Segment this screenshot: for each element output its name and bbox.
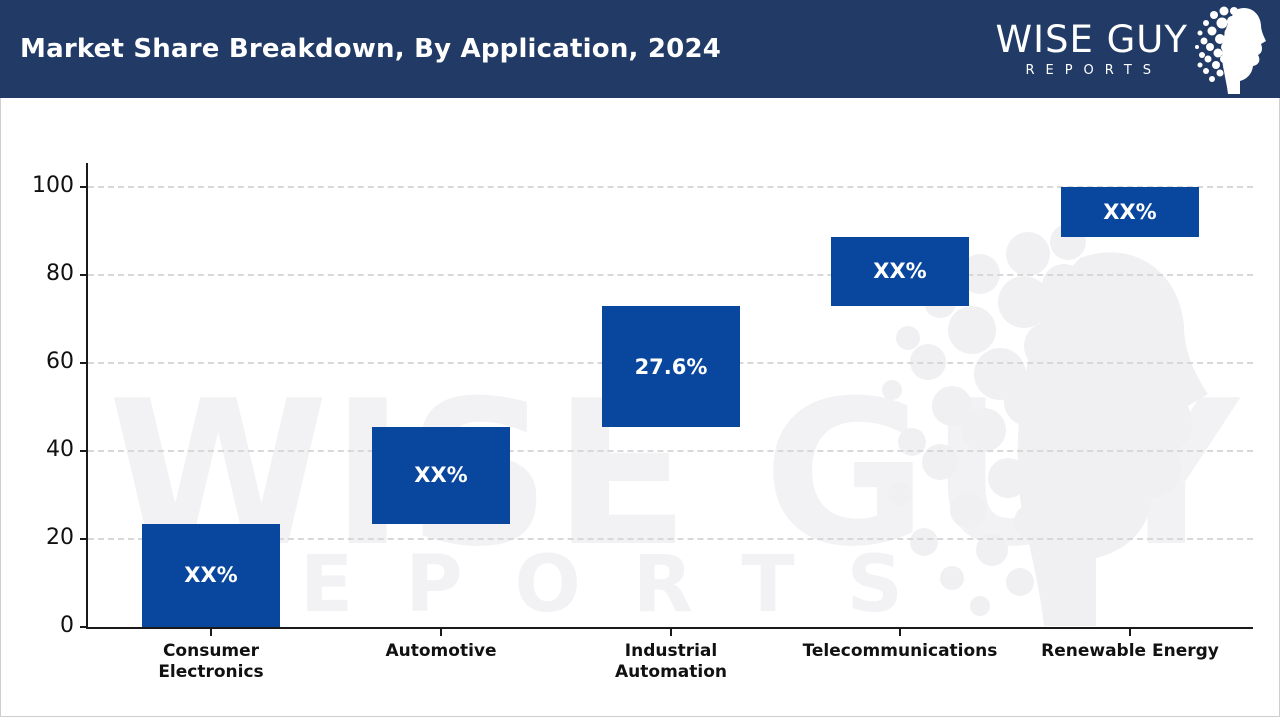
watermark-reports: REPORTS — [188, 540, 955, 630]
bar-value-label-telecommunications: XX% — [873, 259, 927, 284]
xtick-label-industrial-automation: Industrial Automation — [615, 641, 727, 683]
y-axis-line — [86, 163, 88, 629]
xtick-label-consumer-electronics: Consumer Electronics — [158, 641, 264, 683]
ytick-mark-0 — [80, 626, 88, 628]
bar-automotive: XX% — [372, 427, 510, 524]
bar-telecommunications: XX% — [831, 237, 969, 306]
ytick-mark-20 — [80, 538, 88, 540]
bar-value-label-automotive: XX% — [414, 463, 468, 488]
ytick-label-60: 60 — [46, 349, 74, 374]
xtick-mark-automotive — [440, 629, 442, 636]
ytick-label-0: 0 — [60, 613, 74, 638]
gridline-100 — [88, 186, 1253, 188]
ytick-label-40: 40 — [46, 437, 74, 462]
xtick-label-renewable-energy: Renewable Energy — [1041, 641, 1219, 661]
ytick-label-100: 100 — [32, 173, 74, 198]
xtick-mark-consumer-electronics — [210, 629, 212, 636]
bar-renewable-energy: XX% — [1061, 187, 1199, 238]
ytick-mark-100 — [80, 186, 88, 188]
ytick-mark-40 — [80, 450, 88, 452]
xtick-mark-renewable-energy — [1129, 629, 1131, 636]
gridline-40 — [88, 450, 1253, 452]
header-bar: Market Share Breakdown, By Application, … — [0, 0, 1280, 98]
logo-head-icon — [1195, 6, 1266, 95]
gridline-80 — [88, 274, 1253, 276]
x-axis-line — [86, 627, 1253, 629]
bar-value-label-renewable-energy: XX% — [1103, 200, 1157, 225]
ytick-label-80: 80 — [46, 261, 74, 286]
bar-industrial-automation: 27.6% — [602, 305, 740, 428]
logo-line1: WISE GUY — [995, 18, 1188, 61]
xtick-mark-telecommunications — [899, 629, 901, 636]
page-title: Market Share Breakdown, By Application, … — [20, 34, 722, 64]
xtick-mark-industrial-automation — [670, 629, 672, 636]
ytick-label-20: 20 — [46, 525, 74, 550]
bar-consumer-electronics: XX% — [142, 523, 280, 627]
brand-logo: WISE GUY REPORTS — [996, 3, 1266, 95]
xtick-label-telecommunications: Telecommunications — [802, 641, 998, 661]
gridline-20 — [88, 538, 1253, 540]
xtick-label-automotive: Automotive — [385, 641, 497, 661]
logo-wordmark: WISE GUY REPORTS — [996, 21, 1188, 77]
bar-value-label-consumer-electronics: XX% — [184, 563, 238, 588]
watermark-head-icon — [882, 224, 1208, 626]
ytick-mark-60 — [80, 362, 88, 364]
ytick-mark-80 — [80, 274, 88, 276]
logo-line2: REPORTS — [1025, 63, 1163, 78]
chart-area: WISE GUY REPORTS 0 20 40 60 80 100 XX% Consumer… — [0, 98, 1280, 720]
bar-value-label-industrial-automation: 27.6% — [634, 354, 708, 379]
